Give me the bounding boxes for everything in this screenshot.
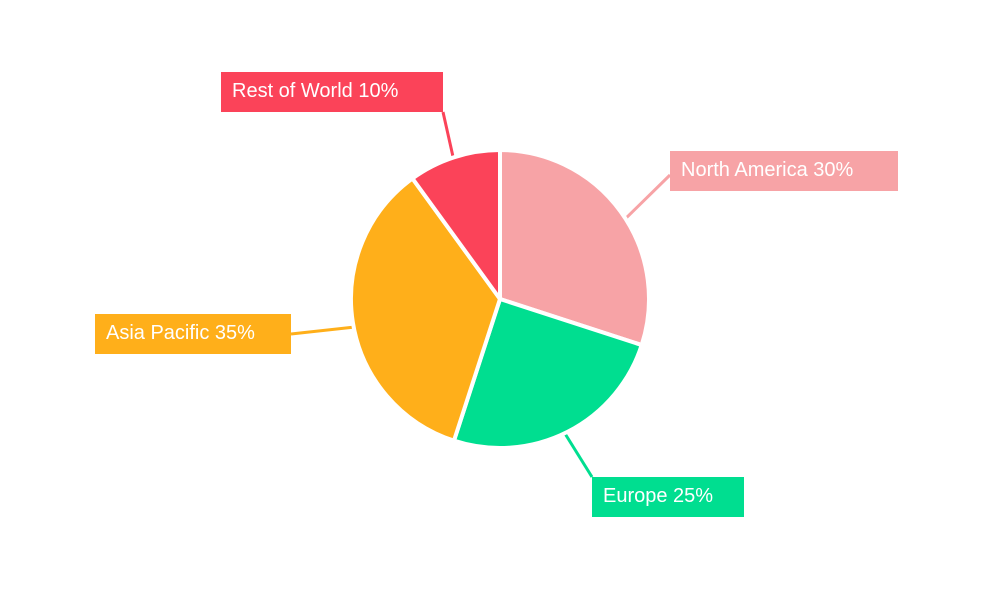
slice-label-north-america: North America 30% (670, 151, 898, 191)
pie-slice-north-america[interactable] (498, 148, 651, 348)
pie-slice-rest-of-world[interactable] (410, 148, 502, 301)
leader-line-north-america (617, 173, 672, 227)
slice-label-rest-of-world: Rest of World 10% (221, 72, 443, 112)
slice-label-asia-pacific: Asia Pacific 35% (95, 314, 291, 354)
slice-label-europe: Europe 25% (592, 477, 744, 517)
pie-slice-europe[interactable] (451, 297, 644, 450)
pie-slice-asia-pacific[interactable] (349, 176, 502, 443)
pie-slice-group (349, 148, 651, 450)
leader-line-europe (562, 431, 594, 478)
leader-line-asia-pacific (290, 325, 356, 336)
